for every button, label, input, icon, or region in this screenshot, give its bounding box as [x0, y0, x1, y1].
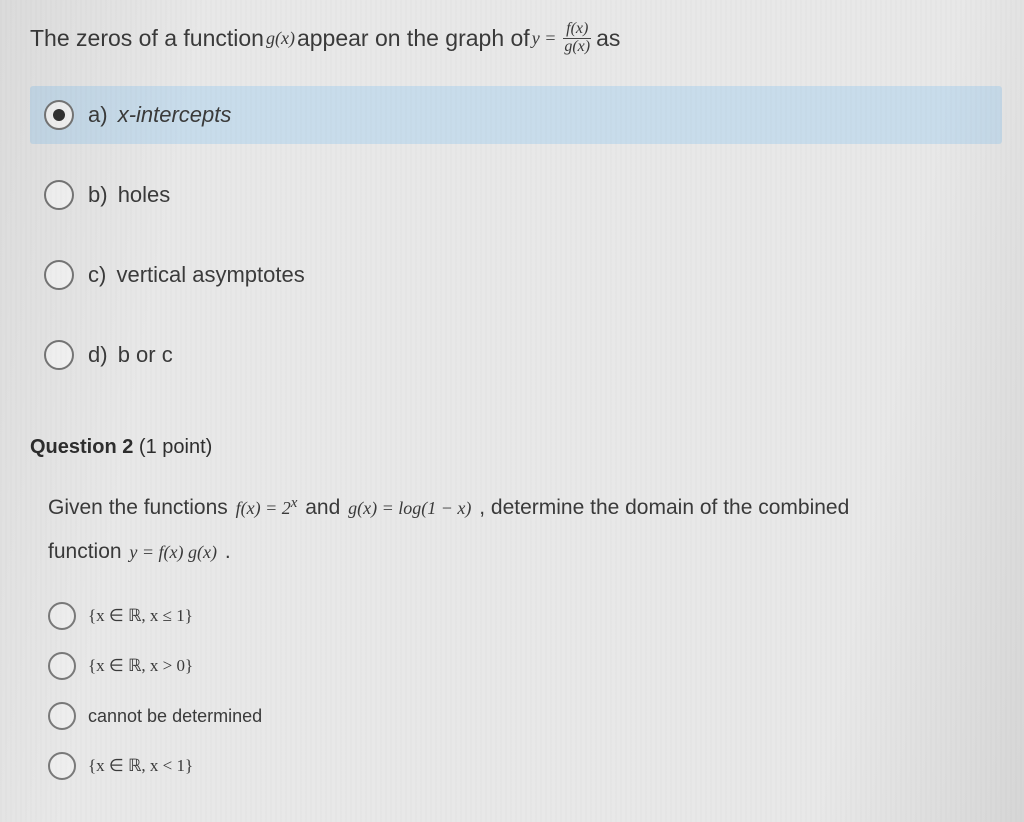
- q2-options: {x ∈ ℝ, x ≤ 1} {x ∈ ℝ, x > 0} cannot be …: [48, 596, 1002, 796]
- option-text: x-intercepts: [118, 102, 232, 127]
- q2-stem: Given the functions f(x) = 2x and g(x) =…: [48, 481, 1002, 574]
- q1-yeq: y =: [530, 18, 559, 58]
- q1-option-d[interactable]: d) b or c: [30, 326, 1002, 384]
- radio-icon: [48, 752, 76, 780]
- q1-fraction: f(x) g(x): [558, 21, 596, 56]
- q2-option-3[interactable]: cannot be determined: [48, 696, 1002, 736]
- option-text: holes: [118, 182, 171, 207]
- q2-stem-3: , determine the domain of the combined: [479, 496, 849, 519]
- q2-yfg: y = f(x) g(x): [127, 542, 219, 562]
- q2-points: (1 point): [133, 436, 212, 458]
- q2-option-1-label: {x ∈ ℝ, x ≤ 1}: [88, 606, 193, 626]
- q2-option-4[interactable]: {x ∈ ℝ, x < 1}: [48, 746, 1002, 786]
- q2-title: Question 2: [30, 436, 133, 458]
- q1-option-d-label: d) b or c: [88, 342, 173, 368]
- radio-selected-icon: [44, 100, 74, 130]
- q2-stem-2: and: [305, 496, 346, 519]
- q2-fx: f(x) = 2x: [234, 498, 300, 518]
- option-text: b or c: [118, 342, 173, 367]
- q2-option-1[interactable]: {x ∈ ℝ, x ≤ 1}: [48, 596, 1002, 636]
- option-letter: b): [88, 182, 108, 207]
- radio-icon: [48, 602, 76, 630]
- q1-stem-pre: The zeros of a function: [30, 18, 264, 58]
- radio-icon: [44, 180, 74, 210]
- q1-stem-post: as: [596, 18, 620, 58]
- q1-option-a[interactable]: a) x-intercepts: [30, 86, 1002, 144]
- option-letter: d): [88, 342, 108, 367]
- radio-icon: [44, 340, 74, 370]
- q2-option-2-label: {x ∈ ℝ, x > 0}: [88, 656, 193, 676]
- q1-option-c[interactable]: c) vertical asymptotes: [30, 246, 1002, 304]
- q1-stem: The zeros of a function g(x) appear on t…: [30, 18, 1002, 58]
- q2-gx: g(x) = log(1 − x): [346, 498, 473, 518]
- option-letter: a): [88, 102, 108, 127]
- q2-stem-5: .: [225, 540, 231, 563]
- q1-option-a-label: a) x-intercepts: [88, 102, 231, 128]
- q2-header: Question 2 (1 point): [30, 436, 1002, 459]
- q2-option-3-label: cannot be determined: [88, 706, 262, 727]
- q2-stem-1: Given the functions: [48, 496, 234, 519]
- q2-fx-exp: x: [291, 495, 298, 511]
- q1-option-b[interactable]: b) holes: [30, 166, 1002, 224]
- q1-options: a) x-intercepts b) holes c) vertical asy…: [30, 86, 1002, 406]
- radio-icon: [48, 702, 76, 730]
- radio-icon: [48, 652, 76, 680]
- option-letter: c): [88, 262, 106, 287]
- option-text: vertical asymptotes: [116, 262, 304, 287]
- quiz-page: The zeros of a function g(x) appear on t…: [0, 0, 1024, 818]
- q1-stem-mid: appear on the graph of: [297, 18, 530, 58]
- q2-fx-base: f(x) = 2: [236, 498, 291, 518]
- q1-frac-num: f(x): [563, 21, 591, 39]
- q1-gx: g(x): [264, 18, 297, 58]
- q1-option-b-label: b) holes: [88, 182, 170, 208]
- q1-frac-den: g(x): [561, 39, 593, 56]
- q2-option-4-label: {x ∈ ℝ, x < 1}: [88, 756, 193, 776]
- q2-stem-4: function: [48, 540, 127, 563]
- q1-option-c-label: c) vertical asymptotes: [88, 262, 305, 288]
- q2-option-2[interactable]: {x ∈ ℝ, x > 0}: [48, 646, 1002, 686]
- radio-icon: [44, 260, 74, 290]
